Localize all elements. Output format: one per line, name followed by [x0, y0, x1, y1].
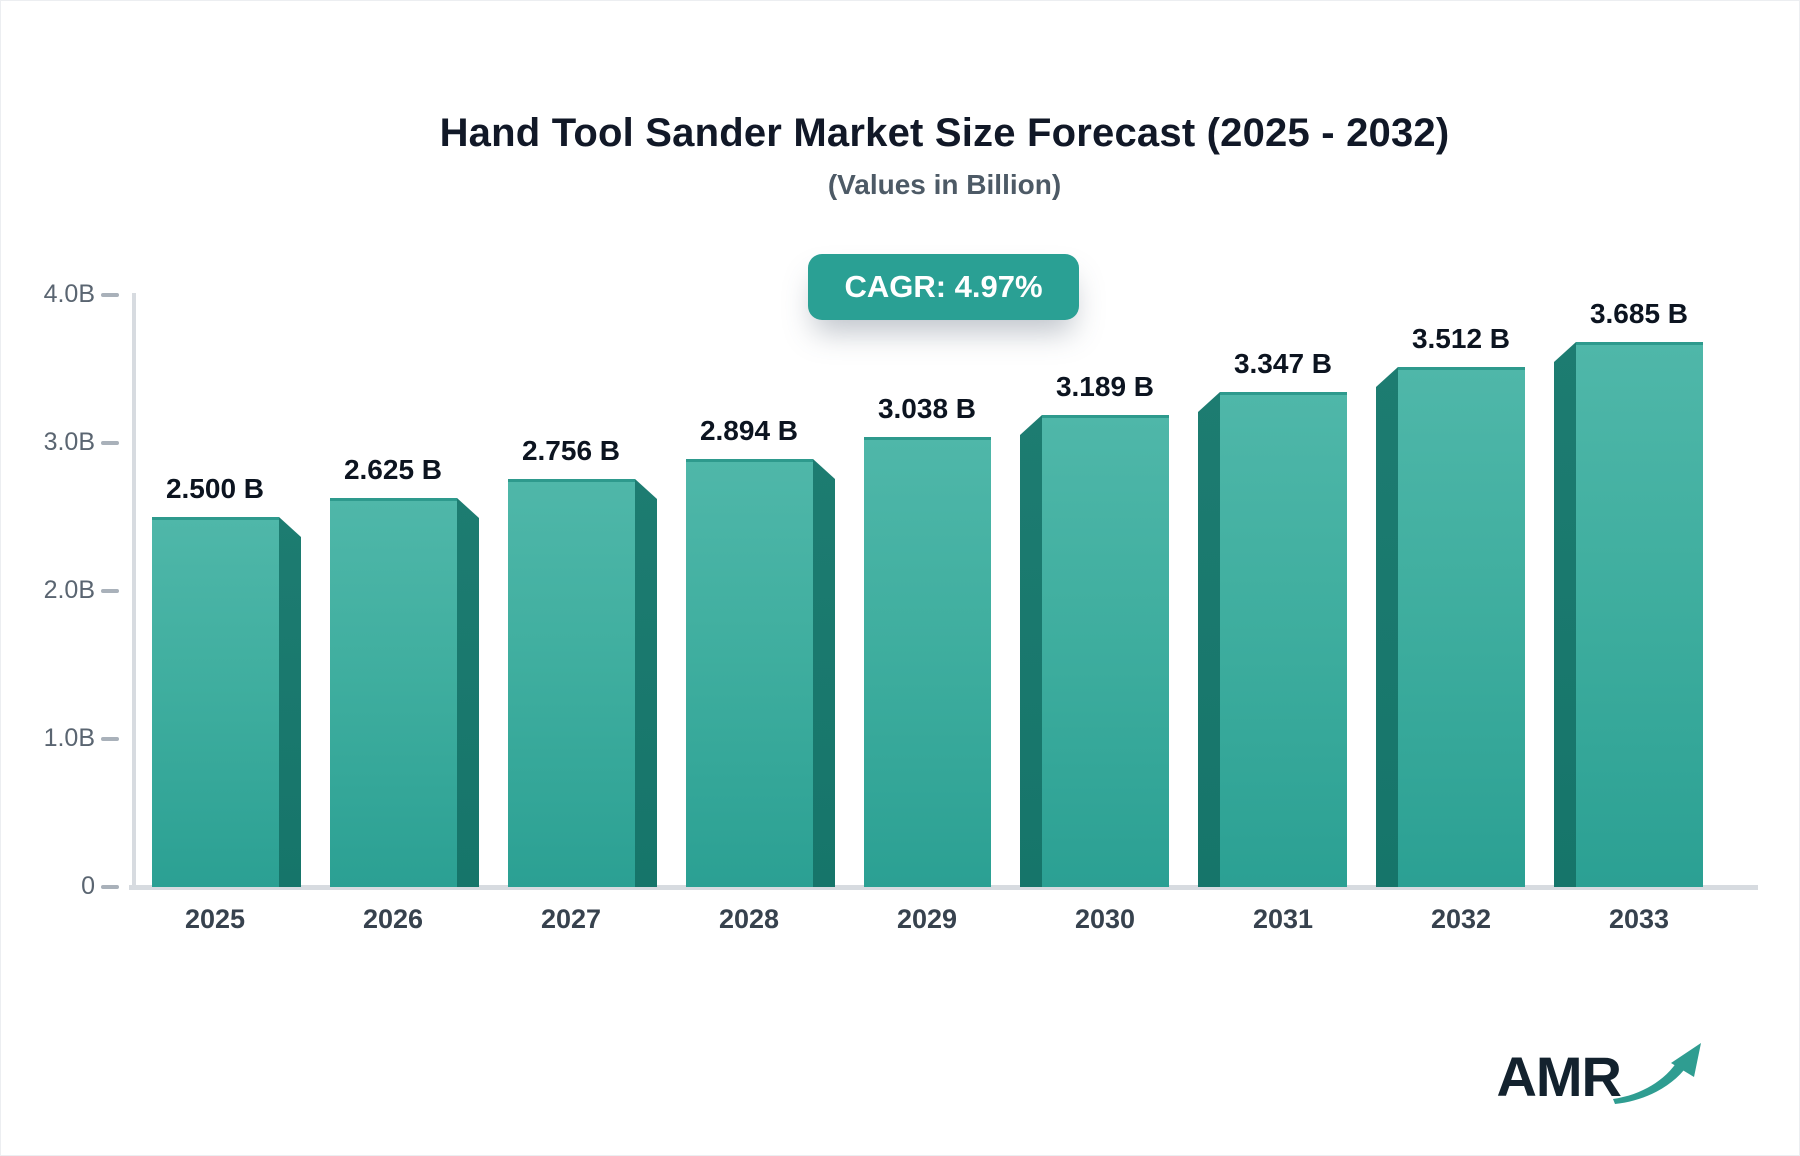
y-tick-label: 1.0B: [43, 724, 95, 752]
bar-2032: [1398, 367, 1525, 887]
x-tick-label: 2032: [1430, 904, 1492, 934]
cagr-badge-wrap: CAGR: 4.97%: [131, 254, 1756, 320]
growth-arrow-icon: [1613, 1043, 1701, 1104]
bar-2033: [1576, 342, 1703, 887]
bar-side-facet: [279, 517, 301, 887]
bar-value-label: 2.756 B: [521, 435, 621, 466]
bar-value-label: 3.685 B: [1589, 298, 1689, 329]
x-tick-label: 2027: [540, 904, 602, 934]
y-tick-dash: [101, 885, 119, 889]
x-tick-label: 2031: [1252, 904, 1314, 934]
y-tick-label: 0: [81, 872, 95, 900]
bar-value-label: 2.500 B: [165, 473, 265, 504]
bar-2028: [686, 459, 813, 887]
x-tick-label: 2028: [718, 904, 780, 934]
bar-2030: [1042, 415, 1169, 887]
x-axis-line: [129, 885, 1758, 890]
bar-side-facet: [1198, 392, 1220, 887]
y-tick-label: 2.0B: [43, 576, 95, 604]
y-tick-dash: [101, 293, 119, 297]
bar-side-facet: [635, 479, 657, 887]
bar-value-label: 3.189 B: [1055, 371, 1155, 402]
chart-title: Hand Tool Sander Market Size Forecast (2…: [439, 111, 1450, 155]
bar-value-label: 3.347 B: [1233, 348, 1333, 379]
x-tick-label: 2030: [1074, 904, 1136, 934]
bar-side-facet: [457, 498, 479, 887]
bar-2025: [152, 517, 279, 887]
bar-side-facet: [813, 459, 835, 887]
y-tick-dash: [101, 589, 119, 593]
y-tick-dash: [101, 441, 119, 445]
y-axis-line: [132, 293, 136, 889]
bar-2031: [1220, 392, 1347, 887]
bar-2027: [508, 479, 635, 887]
bar-side-facet: [1376, 367, 1398, 887]
bar-value-label: 2.894 B: [699, 415, 799, 446]
bar-2026: [330, 498, 457, 887]
y-tick-label: 3.0B: [43, 428, 95, 456]
x-tick-label: 2029: [896, 904, 958, 934]
x-tick-label: 2026: [362, 904, 424, 934]
bar-value-label: 2.625 B: [343, 454, 443, 485]
amr-logo: AMR: [1496, 1039, 1703, 1108]
cagr-badge: CAGR: 4.97%: [808, 254, 1079, 320]
x-tick-label: 2033: [1608, 904, 1670, 934]
amr-logo-text: AMR: [1496, 1045, 1622, 1108]
x-tick-label: 2025: [184, 904, 246, 934]
bar-value-label: 3.512 B: [1411, 323, 1511, 354]
bar-value-label: 3.038 B: [877, 393, 977, 424]
chart-subtitle: (Values in Billion): [827, 169, 1062, 200]
y-tick-label: 4.0B: [43, 280, 95, 308]
bar-2029: [864, 437, 991, 887]
bar-side-facet: [1020, 415, 1042, 887]
bar-side-facet: [1554, 342, 1576, 887]
y-tick-dash: [101, 737, 119, 741]
